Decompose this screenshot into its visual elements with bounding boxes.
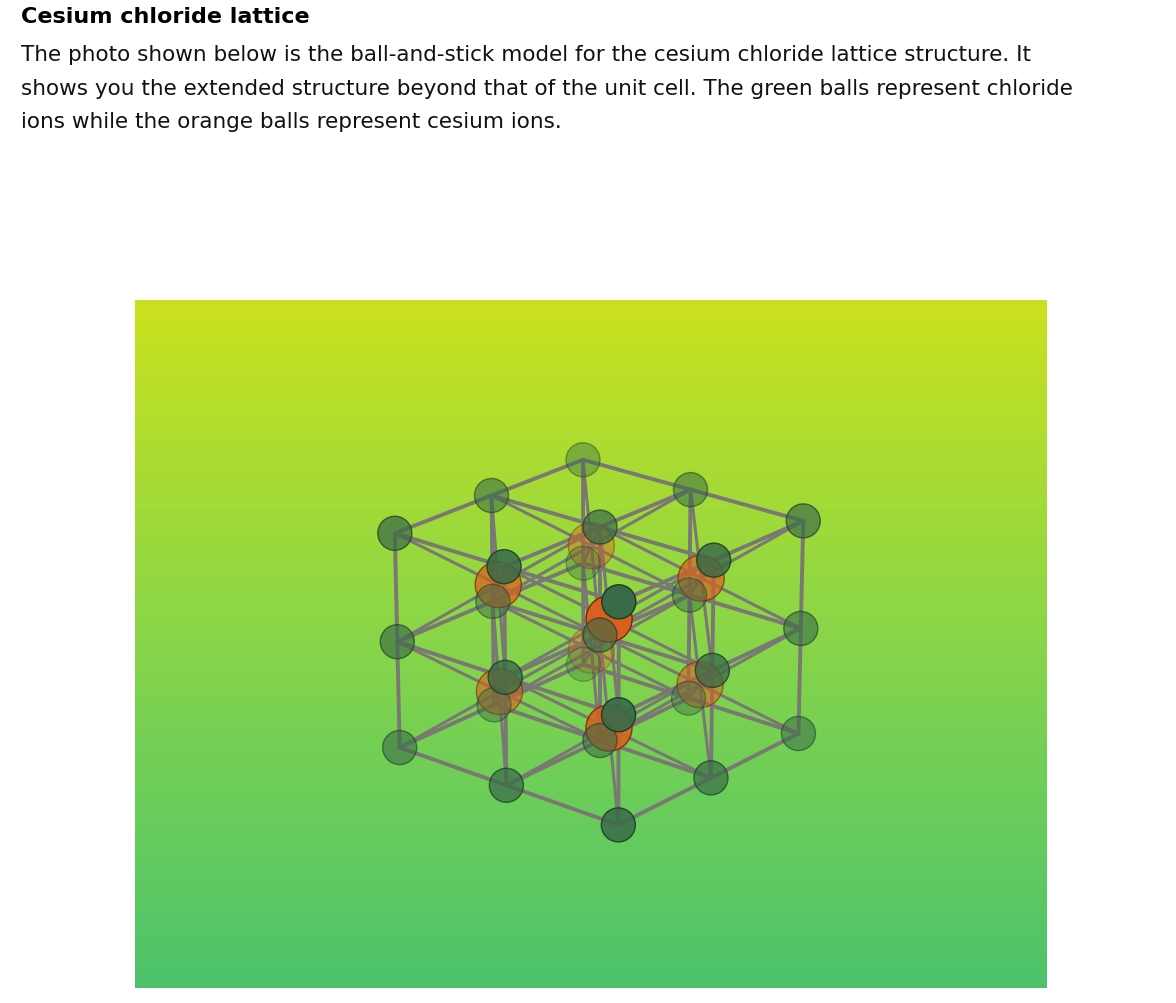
Text: Cesium chloride lattice: Cesium chloride lattice bbox=[21, 7, 309, 27]
Text: The photo shown below is the ball-and-stick model for the cesium chloride lattic: The photo shown below is the ball-and-st… bbox=[21, 45, 1031, 65]
Text: ions while the orange balls represent cesium ions.: ions while the orange balls represent ce… bbox=[21, 112, 562, 132]
Text: shows you the extended structure beyond that of the unit cell. The green balls r: shows you the extended structure beyond … bbox=[21, 78, 1073, 98]
